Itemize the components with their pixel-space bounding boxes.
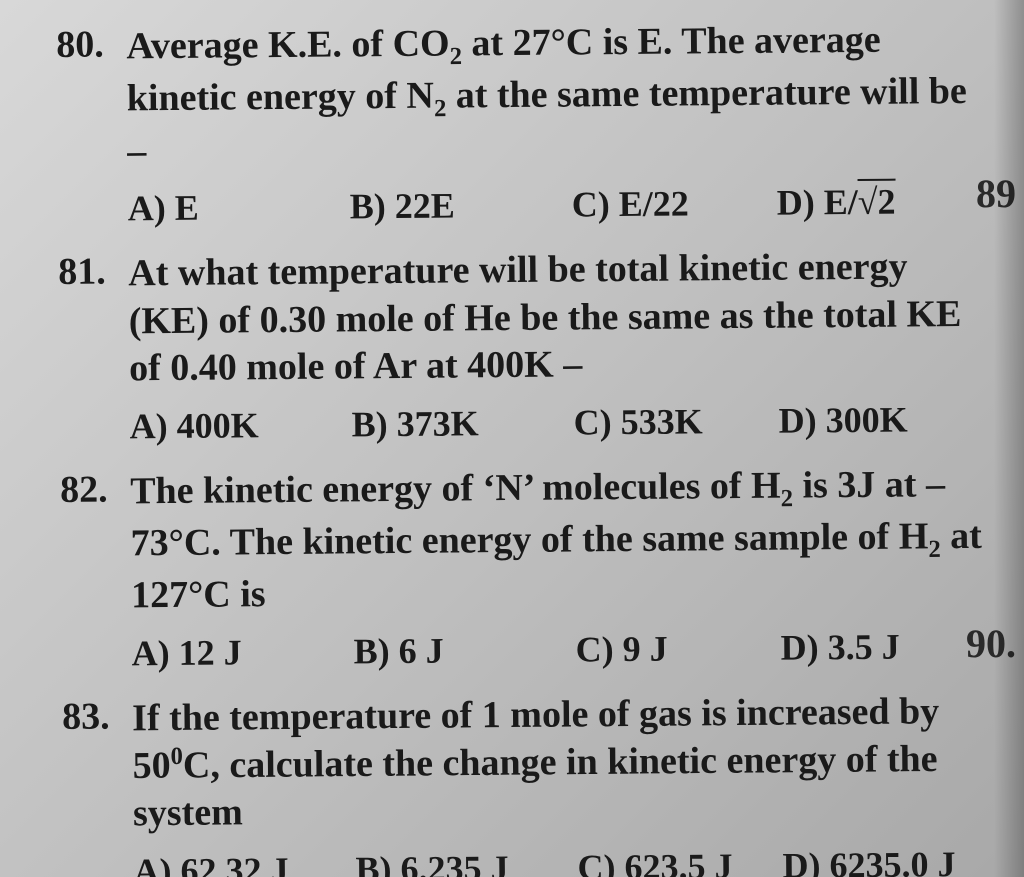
option-a: A) E	[128, 184, 350, 233]
option-b: B) 6 J	[353, 626, 575, 675]
options-row: A) E B) 22E C) E/22 D) E/√2	[128, 178, 982, 232]
question-number: 80.	[56, 23, 126, 67]
option-d: D) 6235.0 J	[782, 841, 987, 877]
option-a: A) 400K	[129, 401, 351, 450]
question-82: 82. The kinetic energy of ‘N’ molecules …	[60, 460, 986, 677]
option-c: C) 9 J	[575, 625, 780, 674]
question-81: 81. At what temperature will be total ki…	[58, 243, 984, 450]
options-row: A) 12 J B) 6 J C) 9 J D) 3.5 J	[131, 623, 985, 677]
question-number: 81.	[58, 251, 128, 295]
option-d: D) 3.5 J	[780, 623, 985, 672]
option-c: C) 623.5 J	[577, 843, 782, 877]
option-c: C) E/22	[572, 180, 777, 229]
option-b: B) 373K	[351, 399, 573, 448]
question-text: If the temperature of 1 mole of gas is i…	[132, 688, 987, 839]
option-a: A) 12 J	[131, 628, 353, 677]
question-text: At what temperature will be total kineti…	[128, 243, 983, 393]
question-number: 83.	[62, 695, 132, 739]
question-text: Average K.E. of CO2 at 27°C is E. The av…	[126, 16, 981, 176]
option-d: D) E/√2	[777, 178, 982, 227]
question-83: 83. If the temperature of 1 mole of gas …	[62, 688, 988, 877]
option-b: B) 6.235 J	[355, 844, 577, 877]
options-row: A) 400K B) 373K C) 533K D) 300K	[129, 396, 983, 450]
question-80: 80. Average K.E. of CO2 at 27°C is E. Th…	[56, 16, 982, 233]
question-text: The kinetic energy of ‘N’ molecules of H…	[130, 460, 985, 620]
option-c: C) 533K	[573, 397, 778, 446]
question-number: 82.	[60, 468, 130, 512]
margin-number-bottom: 90.	[966, 620, 1016, 667]
option-a: A) 62.32 J	[133, 846, 355, 877]
option-d: D) 300K	[778, 396, 983, 445]
margin-number-top: 89	[976, 170, 1016, 217]
option-b: B) 22E	[350, 182, 572, 231]
options-row: A) 62.32 J B) 6.235 J C) 623.5 J D) 6235…	[133, 841, 987, 877]
page: 80. Average K.E. of CO2 at 27°C is E. Th…	[0, 0, 1024, 877]
